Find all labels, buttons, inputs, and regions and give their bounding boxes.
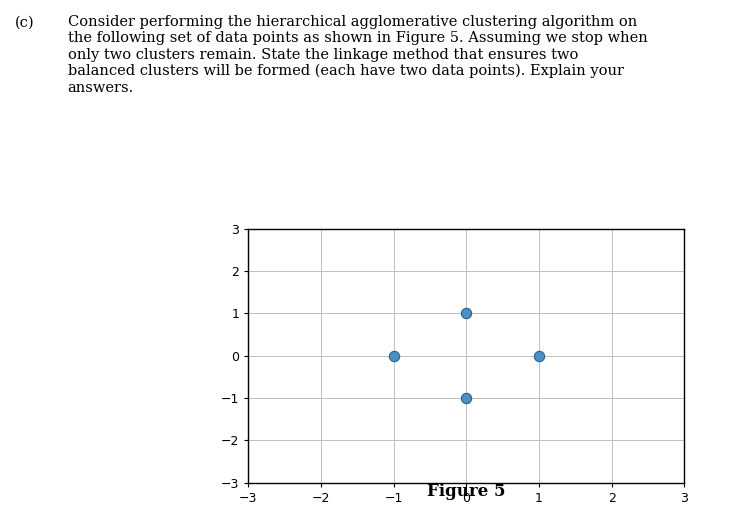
Text: (c): (c) [15, 15, 35, 29]
Text: Consider performing the hierarchical agglomerative clustering algorithm on
the f: Consider performing the hierarchical agg… [68, 15, 647, 94]
Text: Figure 5: Figure 5 [427, 484, 505, 500]
Point [387, 352, 399, 360]
Point [460, 394, 472, 402]
Point [533, 352, 545, 360]
Point [460, 309, 472, 318]
